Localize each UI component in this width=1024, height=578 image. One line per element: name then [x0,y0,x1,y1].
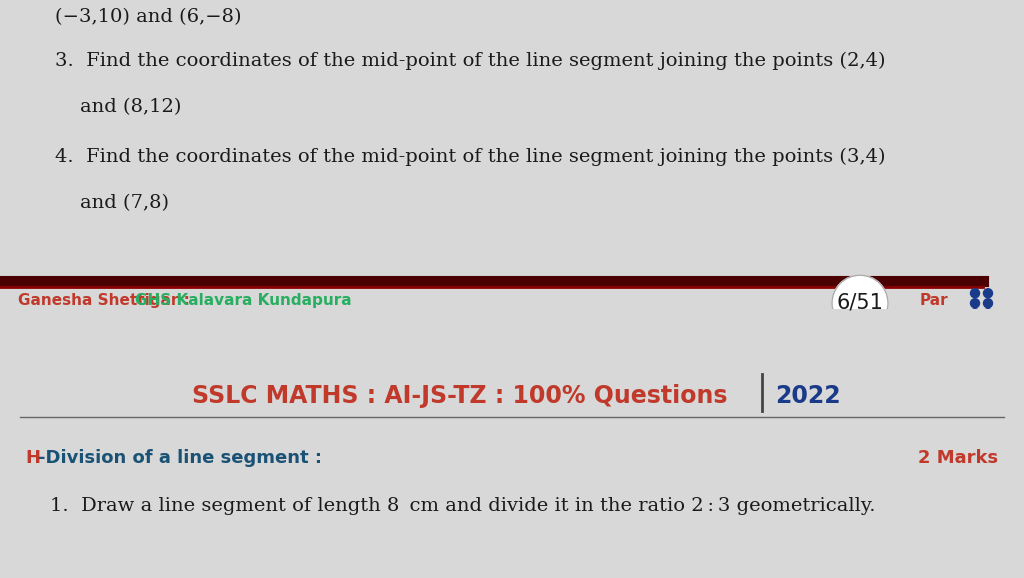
Text: Ganesha Shettigar :: Ganesha Shettigar : [18,293,196,308]
Circle shape [983,289,992,298]
Text: 2 Marks: 2 Marks [918,450,998,468]
Circle shape [983,299,992,307]
Text: SSLC MATHS : AI-JS-TZ : 100% Questions: SSLC MATHS : AI-JS-TZ : 100% Questions [193,384,728,409]
Circle shape [831,275,888,331]
Text: 2022: 2022 [775,384,841,409]
Circle shape [971,309,980,318]
Circle shape [983,309,992,318]
Circle shape [971,289,980,298]
Text: and (8,12): and (8,12) [55,98,181,116]
Text: Par: Par [920,293,948,308]
Text: (−3,10) and (6,−8): (−3,10) and (6,−8) [55,8,242,26]
Text: GHS Kalavara Kundapura: GHS Kalavara Kundapura [135,293,351,308]
Circle shape [971,299,980,307]
Text: and (7,8): and (7,8) [55,194,169,212]
Text: 3.  Find the coordinates of the mid-point of the line segment joining the points: 3. Find the coordinates of the mid-point… [55,52,886,71]
Text: H: H [25,450,40,468]
Text: 1.  Draw a line segment of length 8  cm and divide it in the ratio 2 : 3 geometr: 1. Draw a line segment of length 8 cm an… [50,498,876,516]
Text: 6/51: 6/51 [837,292,884,312]
Text: -Division of a line segment :: -Division of a line segment : [38,450,322,468]
Text: 4.  Find the coordinates of the mid-point of the line segment joining the points: 4. Find the coordinates of the mid-point… [55,148,886,166]
